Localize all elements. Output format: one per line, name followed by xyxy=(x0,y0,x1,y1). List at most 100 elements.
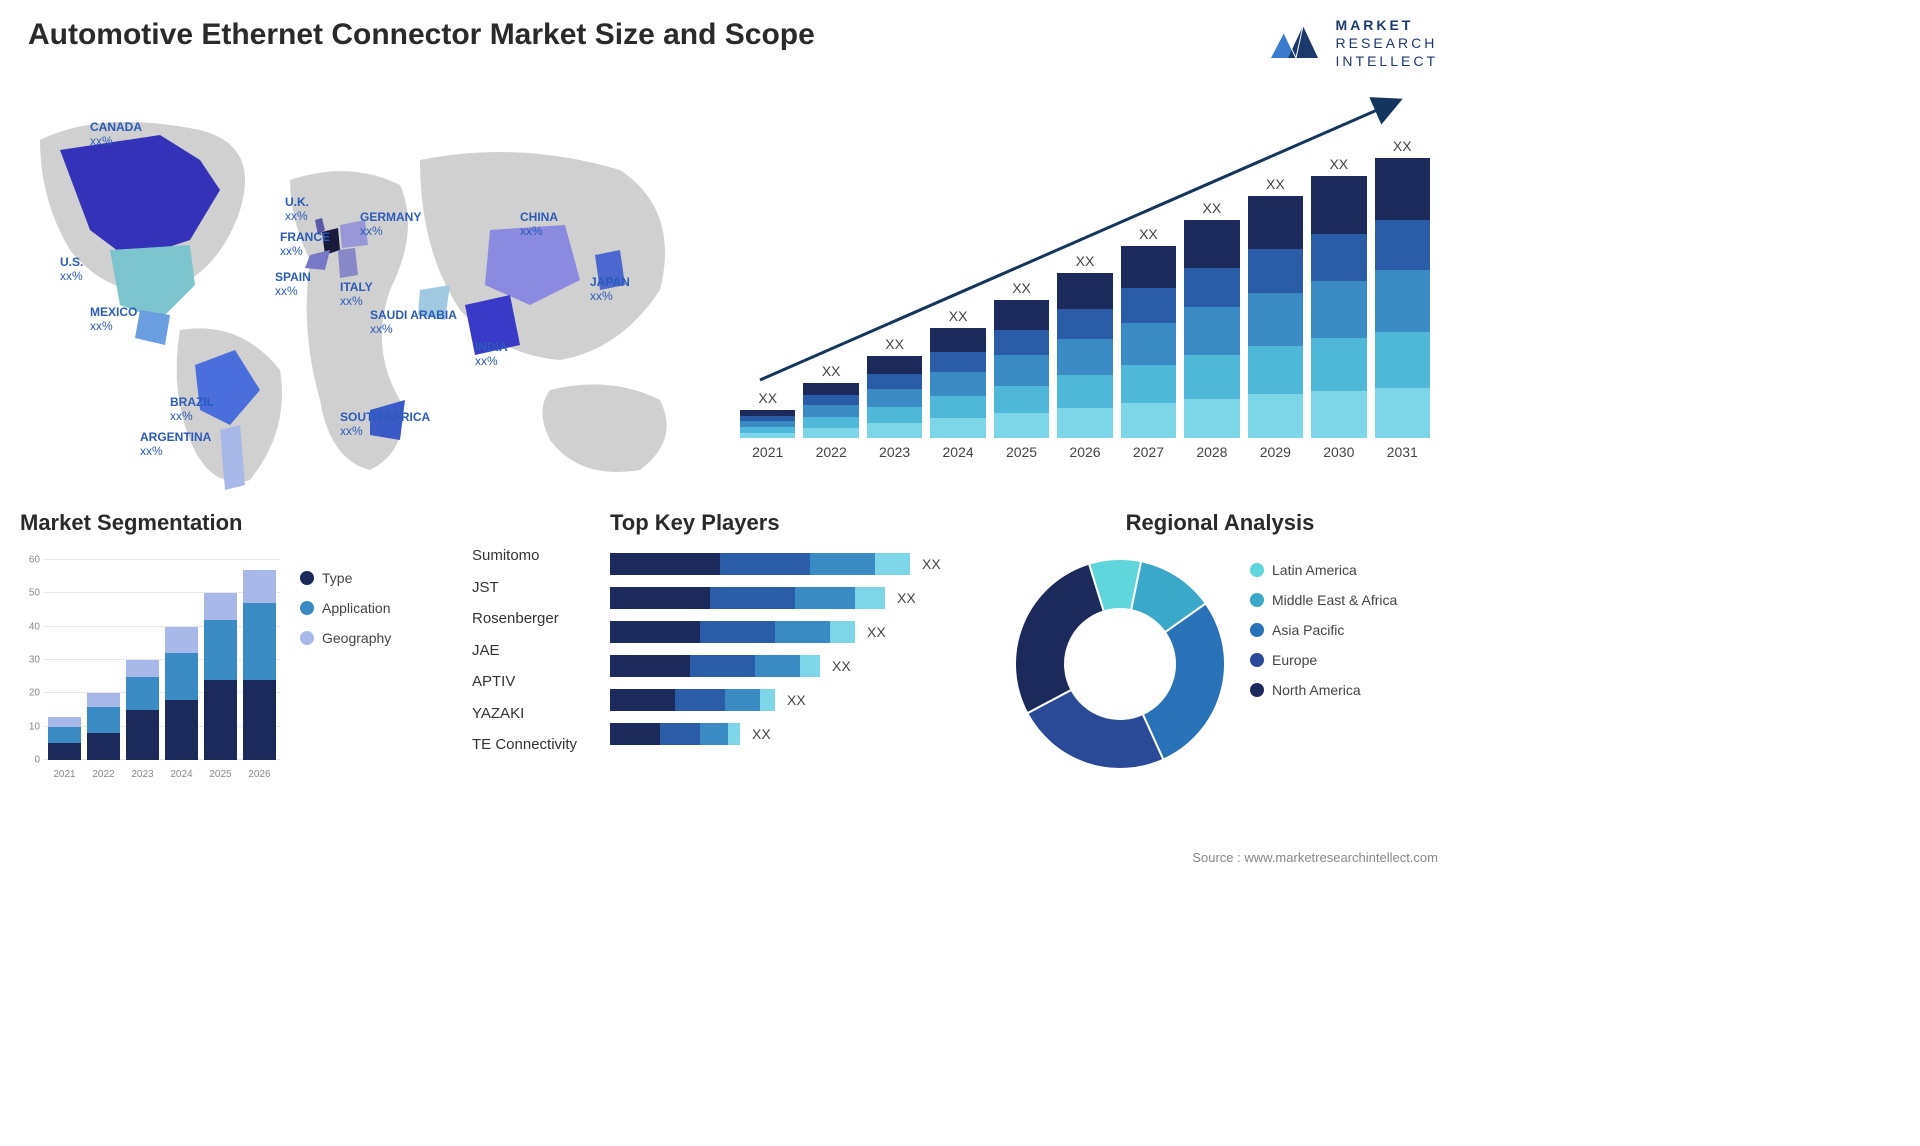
growth-bar-year: 2028 xyxy=(1196,444,1227,460)
segmentation-bar-segment xyxy=(87,693,120,706)
map-country-shape xyxy=(135,310,170,345)
growth-bar: XX2026 xyxy=(1057,253,1112,460)
growth-bar-segment xyxy=(1184,307,1239,355)
map-country-shape xyxy=(338,248,358,278)
key-player-bar-segment xyxy=(728,723,740,745)
key-player-value: XX xyxy=(787,692,806,708)
regional-legend: Latin AmericaMiddle East & AfricaAsia Pa… xyxy=(1250,562,1397,712)
x-tick: 2023 xyxy=(126,769,159,780)
brand-logo: MARKET RESEARCH INTELLECT xyxy=(1266,16,1438,71)
key-player-bar xyxy=(610,621,855,643)
legend-swatch xyxy=(300,601,314,615)
logo-icon xyxy=(1266,18,1326,68)
regional-heading: Regional Analysis xyxy=(1000,510,1440,536)
players-list: SumitomoJSTRosenbergerJAEAPTIVYAZAKITE C… xyxy=(472,540,612,761)
key-player-bar-segment xyxy=(795,587,855,609)
key-player-bar-segment xyxy=(800,655,820,677)
growth-bar-segment xyxy=(930,372,985,396)
player-name: JAE xyxy=(472,635,612,667)
segmentation-bar-segment xyxy=(243,680,276,760)
map-label: BRAZILxx% xyxy=(170,395,214,424)
growth-bar-segment xyxy=(1311,234,1366,281)
growth-bar-segment xyxy=(1248,249,1303,293)
growth-bar-segment xyxy=(1248,346,1303,394)
map-label: SPAINxx% xyxy=(275,270,311,299)
y-tick: 30 xyxy=(29,655,40,666)
key-player-row: XX xyxy=(610,620,990,644)
key-player-bar-segment xyxy=(810,553,875,575)
key-player-bar xyxy=(610,553,910,575)
map-label: INDIAxx% xyxy=(475,340,508,369)
growth-bar-segment xyxy=(803,428,858,438)
growth-bar-segment xyxy=(1375,332,1430,388)
key-players-heading: Top Key Players xyxy=(610,510,990,536)
x-tick: 2025 xyxy=(204,769,237,780)
key-player-row: XX xyxy=(610,586,990,610)
regional-donut xyxy=(1010,554,1230,774)
key-player-bar-segment xyxy=(610,587,710,609)
key-player-bar xyxy=(610,655,820,677)
growth-bar-segment xyxy=(867,356,922,374)
key-player-bar-segment xyxy=(725,689,760,711)
legend-swatch xyxy=(1250,593,1264,607)
segmentation-bar-segment xyxy=(126,677,159,710)
donut-slice xyxy=(1143,603,1225,759)
segmentation-bar-segment xyxy=(165,700,198,760)
key-player-bar-segment xyxy=(610,655,690,677)
segmentation-bar xyxy=(165,627,198,760)
donut-slice xyxy=(1015,564,1104,714)
growth-bar-segment xyxy=(994,330,1049,355)
key-player-bar-segment xyxy=(755,655,800,677)
legend-swatch xyxy=(1250,653,1264,667)
growth-bar-segment xyxy=(1121,403,1176,438)
legend-swatch xyxy=(1250,623,1264,637)
segmentation-section: Market Segmentation 0102030405060 202120… xyxy=(20,510,460,790)
growth-bar-segment xyxy=(740,433,795,438)
x-tick: 2026 xyxy=(243,769,276,780)
key-player-row: XX xyxy=(610,688,990,712)
growth-bar-segment xyxy=(1184,220,1239,268)
growth-bar-segment xyxy=(1121,246,1176,288)
source-credit: Source : www.marketresearchintellect.com xyxy=(1192,850,1438,865)
growth-bar-segment xyxy=(1184,355,1239,399)
x-tick: 2022 xyxy=(87,769,120,780)
growth-bar-segment xyxy=(1375,220,1430,270)
legend-item: Latin America xyxy=(1250,562,1397,578)
legend-swatch xyxy=(300,631,314,645)
growth-bar: XX2021 xyxy=(740,390,795,460)
y-tick: 60 xyxy=(29,555,40,566)
segmentation-bar-segment xyxy=(243,570,276,603)
map-label: CANADAxx% xyxy=(90,120,142,149)
growth-bar-segment xyxy=(1248,394,1303,438)
legend-item: Middle East & Africa xyxy=(1250,592,1397,608)
growth-bar-segment xyxy=(1311,176,1366,234)
segmentation-bar-segment xyxy=(204,593,237,620)
segmentation-bar-segment xyxy=(204,680,237,760)
growth-bar-segment xyxy=(1057,408,1112,438)
segmentation-bar-segment xyxy=(48,743,81,760)
growth-bar-segment xyxy=(1375,388,1430,438)
key-player-bar-segment xyxy=(610,621,700,643)
key-players-section: Top Key Players XXXXXXXXXXXX xyxy=(610,510,990,790)
map-label: MEXICOxx% xyxy=(90,305,137,334)
segmentation-bar-segment xyxy=(204,620,237,680)
map-label: U.K.xx% xyxy=(285,195,309,224)
key-player-bar-segment xyxy=(610,689,675,711)
key-player-bar-segment xyxy=(720,553,810,575)
growth-bar-segment xyxy=(1121,323,1176,365)
growth-bar-year: 2022 xyxy=(816,444,847,460)
map-label: CHINAxx% xyxy=(520,210,558,239)
key-player-row: XX xyxy=(610,654,990,678)
growth-bar-segment xyxy=(1121,288,1176,323)
map-label: GERMANYxx% xyxy=(360,210,421,239)
segmentation-bar-segment xyxy=(126,660,159,677)
segmentation-bar xyxy=(243,570,276,760)
key-player-bar-segment xyxy=(690,655,755,677)
growth-bar-value: XX xyxy=(949,308,968,324)
key-player-value: XX xyxy=(832,658,851,674)
key-player-bar-segment xyxy=(830,621,855,643)
growth-bar-segment xyxy=(1311,338,1366,390)
growth-bar-year: 2023 xyxy=(879,444,910,460)
player-name: APTIV xyxy=(472,666,612,698)
y-tick: 50 xyxy=(29,588,40,599)
